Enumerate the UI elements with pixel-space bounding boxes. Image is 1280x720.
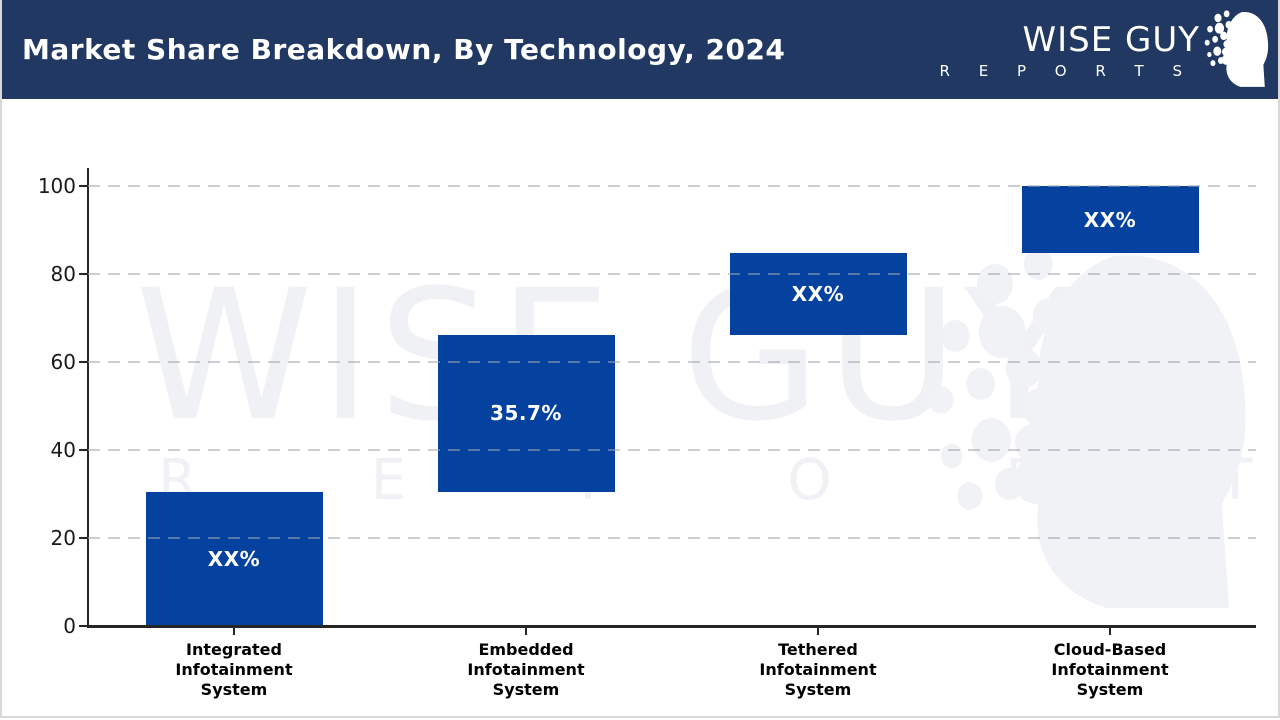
bar-value-label: 35.7% (490, 401, 562, 426)
y-tick-label: 20 (50, 526, 76, 550)
bar-value-label: XX% (207, 546, 261, 571)
y-tick (79, 449, 87, 451)
bar-value-label: XX% (791, 282, 845, 306)
logo-subtext: R E P O R T S (939, 62, 1194, 80)
y-tick (79, 185, 87, 187)
x-category-label-line: Infotainment (759, 660, 877, 679)
y-tick-label: 0 (63, 614, 76, 638)
page-title: Market Share Breakdown, By Technology, 2… (22, 33, 786, 66)
logo-wordmark: WISE GUY (1022, 20, 1200, 60)
gridline (88, 185, 1256, 187)
bar: 35.7% (437, 334, 615, 492)
y-tick (79, 361, 87, 363)
x-tick (233, 627, 235, 635)
x-category-label-line: System (200, 680, 268, 699)
x-tick (817, 627, 819, 635)
x-category-label-line: Embedded (478, 640, 574, 659)
x-category-label-line: Infotainment (467, 660, 585, 679)
bar: XX% (1021, 186, 1199, 254)
y-tick (79, 273, 87, 275)
x-tick (1109, 627, 1111, 635)
x-axis-line (87, 625, 1256, 628)
y-tick-label: 80 (50, 262, 76, 286)
gridline (88, 537, 1256, 539)
bar: XX% (729, 253, 907, 335)
x-category-label-line: Infotainment (1051, 660, 1169, 679)
x-category-label: Tethered Infotainment System (708, 640, 928, 700)
gridline (88, 449, 1256, 451)
bar: XX% (145, 491, 323, 626)
gridline (88, 361, 1256, 363)
x-category-label: Integrated Infotainment System (124, 640, 344, 700)
x-category-label-line: System (492, 680, 560, 699)
x-category-label-line: Cloud-Based (1053, 640, 1167, 659)
header-bar: Market Share Breakdown, By Technology, 2… (0, 0, 1280, 99)
x-category-label: Cloud-Based Infotainment System (1000, 640, 1220, 700)
gridline (88, 273, 1256, 275)
y-tick (79, 537, 87, 539)
y-tick-label: 60 (50, 350, 76, 374)
x-category-label-line: System (784, 680, 852, 699)
bar-value-label: XX% (1083, 207, 1137, 232)
x-category-label-line: Integrated (186, 640, 282, 659)
logo-head-icon (1204, 10, 1269, 87)
x-category-label-line: System (1076, 680, 1144, 699)
x-category-label: Embedded Infotainment System (416, 640, 636, 700)
watermark-head-icon (928, 248, 1246, 608)
brand-logo: WISE GUY R E P O R T S (940, 0, 1272, 99)
y-tick-label: 100 (37, 174, 76, 198)
y-axis-line (87, 168, 89, 627)
x-category-label-line: Infotainment (175, 660, 293, 679)
y-tick-label: 40 (50, 438, 76, 462)
y-tick (79, 625, 87, 627)
x-tick (525, 627, 527, 635)
x-category-label-line: Tethered (778, 640, 858, 659)
